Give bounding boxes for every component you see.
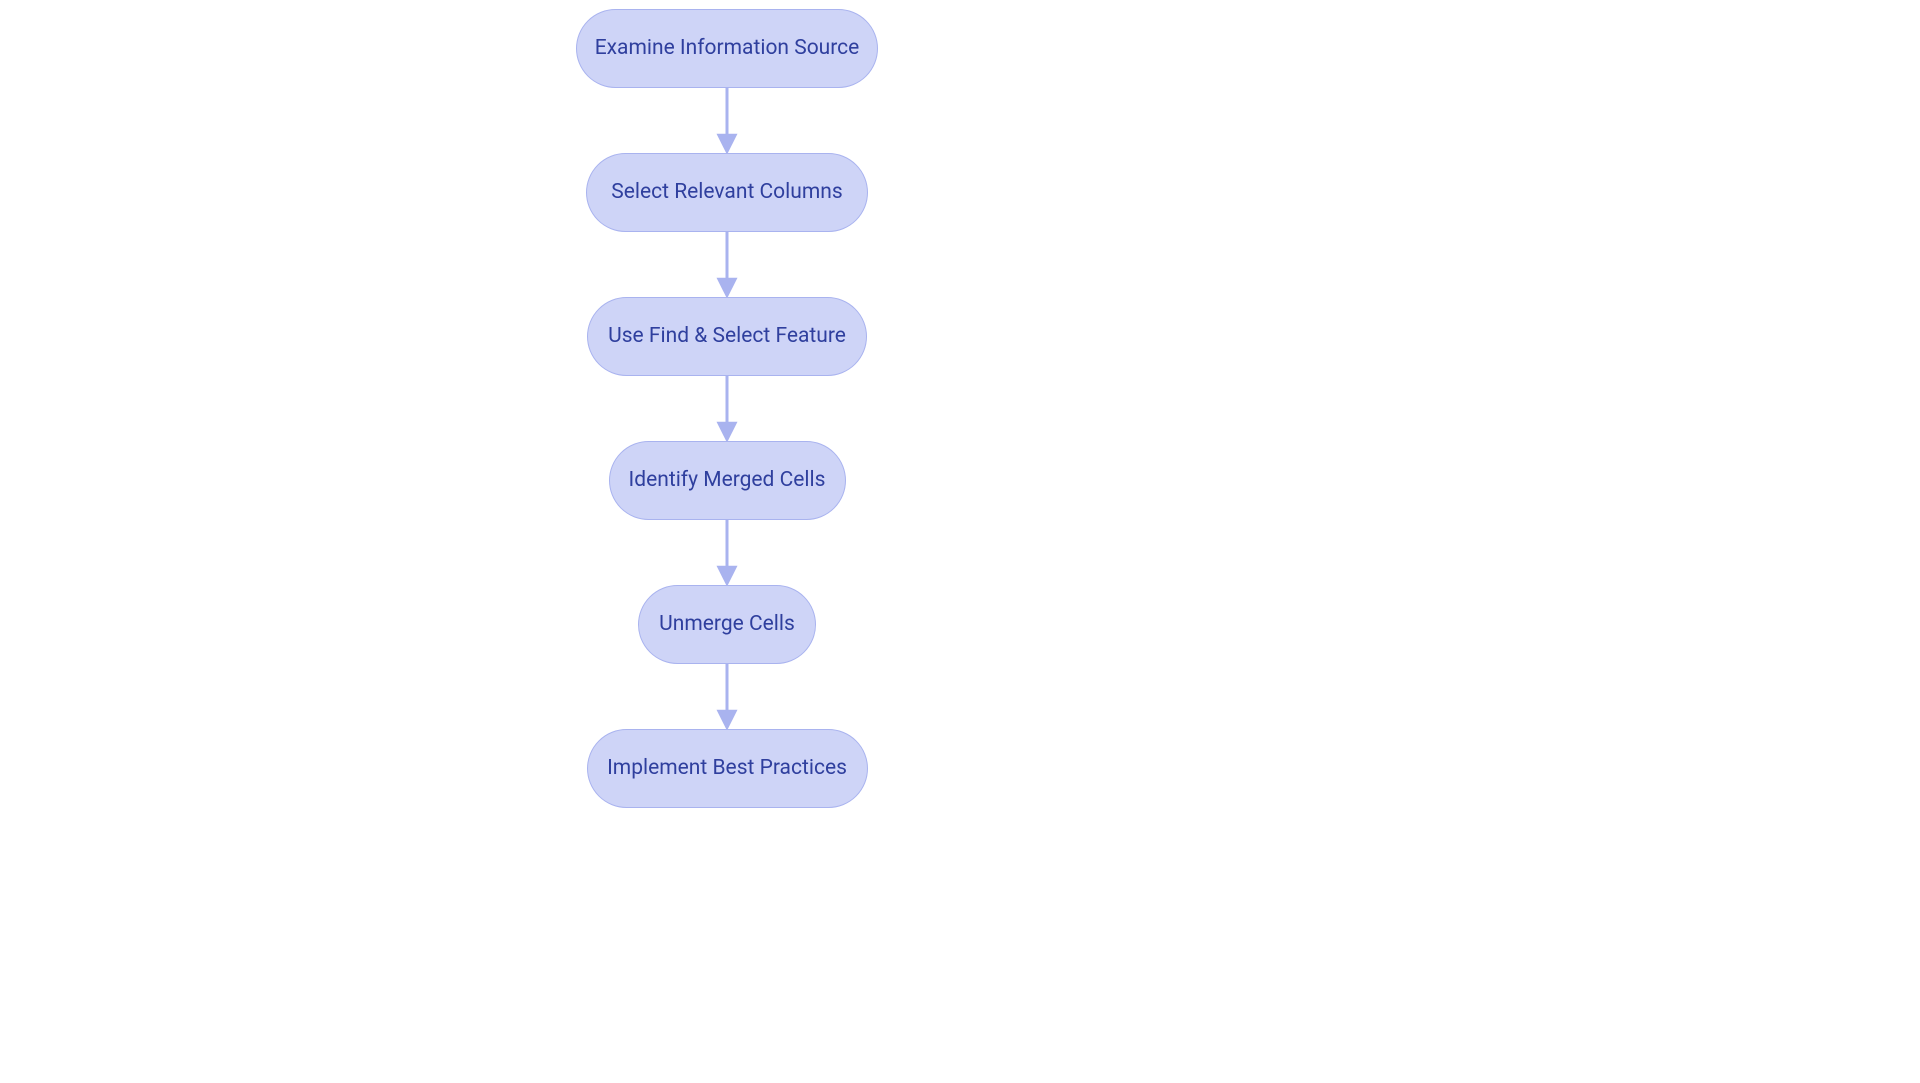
flowchart-node-label: Identify Merged Cells [629, 468, 826, 492]
flowchart-node: Use Find & Select Feature [587, 297, 867, 376]
flowchart-node-label: Use Find & Select Feature [608, 324, 846, 348]
flowchart-node-label: Unmerge Cells [659, 612, 795, 636]
flowchart-node: Examine Information Source [576, 9, 878, 88]
flowchart-node-label: Select Relevant Columns [611, 180, 842, 204]
flowchart-node: Identify Merged Cells [609, 441, 846, 520]
flowchart-canvas: Examine Information Source Select Relevan… [0, 0, 1920, 1083]
flowchart-node: Implement Best Practices [587, 729, 868, 808]
flowchart-node-label: Implement Best Practices [607, 756, 847, 780]
flowchart-node: Select Relevant Columns [586, 153, 868, 232]
flowchart-node-label: Examine Information Source [595, 36, 860, 60]
flowchart-edges [0, 0, 1920, 1083]
flowchart-node: Unmerge Cells [638, 585, 816, 664]
